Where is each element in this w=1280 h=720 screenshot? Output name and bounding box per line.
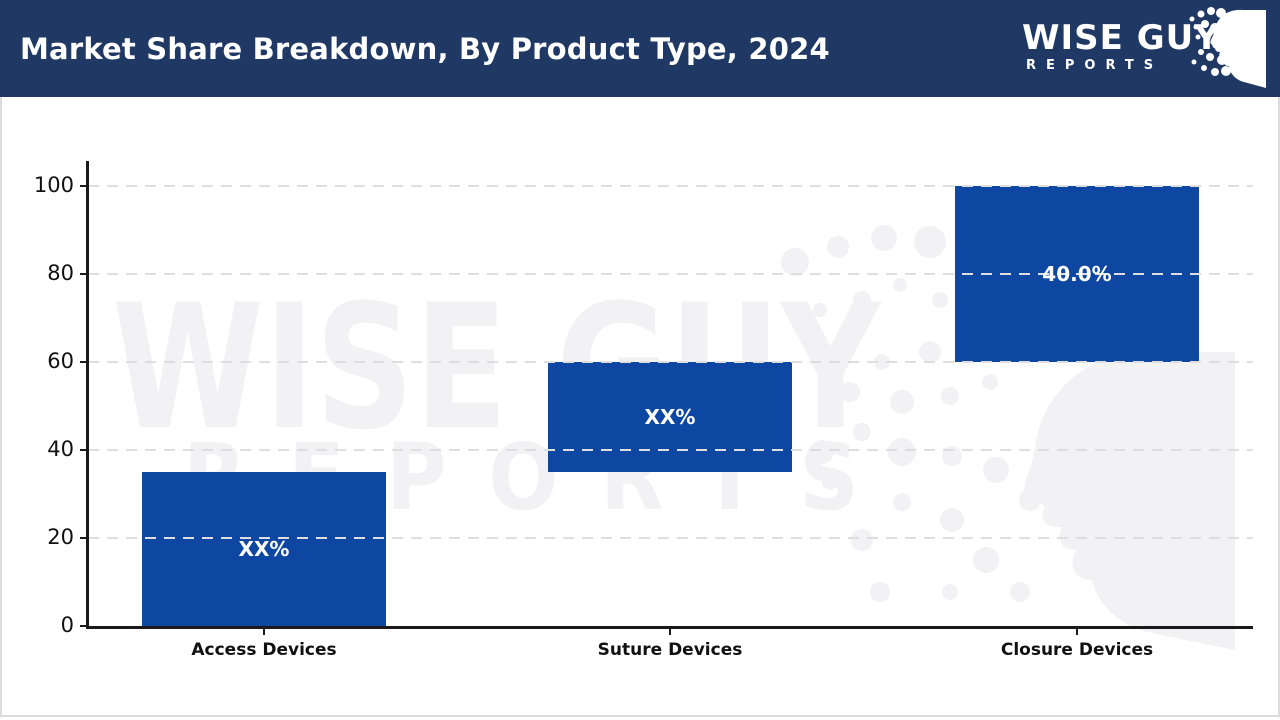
y-axis-spine bbox=[86, 161, 89, 628]
right-border-line bbox=[1278, 97, 1280, 717]
y-tick-label-100: 100 bbox=[33, 173, 74, 197]
x-category-label: Suture Devices bbox=[597, 640, 743, 660]
gridline-y-20 bbox=[88, 537, 1253, 539]
gridline-y-80 bbox=[88, 273, 1253, 275]
bar-value-label: XX% bbox=[238, 537, 290, 561]
y-tick-mark-0 bbox=[80, 625, 88, 627]
x-tick-mark-2 bbox=[669, 626, 671, 635]
header-bar: Market Share Breakdown, By Product Type,… bbox=[0, 0, 1280, 97]
y-tick-label-0: 0 bbox=[60, 613, 74, 637]
y-tick-label-60: 60 bbox=[47, 349, 74, 373]
bar-value-label: 40.0% bbox=[1042, 262, 1112, 286]
y-tick-label-80: 80 bbox=[47, 261, 74, 285]
gridline-y-100 bbox=[88, 185, 1253, 187]
x-category-label: Access Devices bbox=[191, 640, 337, 660]
wise-guy-reports-logo: WISE GUY REPORTS bbox=[1012, 0, 1272, 97]
x-tick-mark-1 bbox=[263, 626, 265, 635]
gridline-y-40 bbox=[88, 449, 1253, 451]
y-tick-label-40: 40 bbox=[47, 437, 74, 461]
bar-value-label: XX% bbox=[644, 405, 696, 429]
page-title: Market Share Breakdown, By Product Type,… bbox=[20, 31, 830, 66]
logo-primary-text: WISE GUY bbox=[1022, 18, 1220, 58]
x-category-label: Closure Devices bbox=[1000, 640, 1154, 660]
y-tick-mark-100 bbox=[80, 185, 88, 187]
bottom-border-line bbox=[0, 715, 1280, 717]
y-tick-mark-20 bbox=[80, 537, 88, 539]
y-tick-label-20: 20 bbox=[47, 525, 74, 549]
gridline-y-60 bbox=[88, 361, 1253, 363]
left-border-line bbox=[0, 97, 2, 717]
y-tick-mark-40 bbox=[80, 449, 88, 451]
logo-face-icon bbox=[1189, 7, 1266, 89]
x-tick-mark-3 bbox=[1076, 626, 1078, 635]
y-tick-mark-60 bbox=[80, 361, 88, 363]
bar-suture-devices bbox=[548, 362, 792, 472]
logo-secondary-text: REPORTS bbox=[1026, 58, 1164, 73]
y-tick-mark-80 bbox=[80, 273, 88, 275]
bar-access-devices bbox=[142, 472, 386, 626]
